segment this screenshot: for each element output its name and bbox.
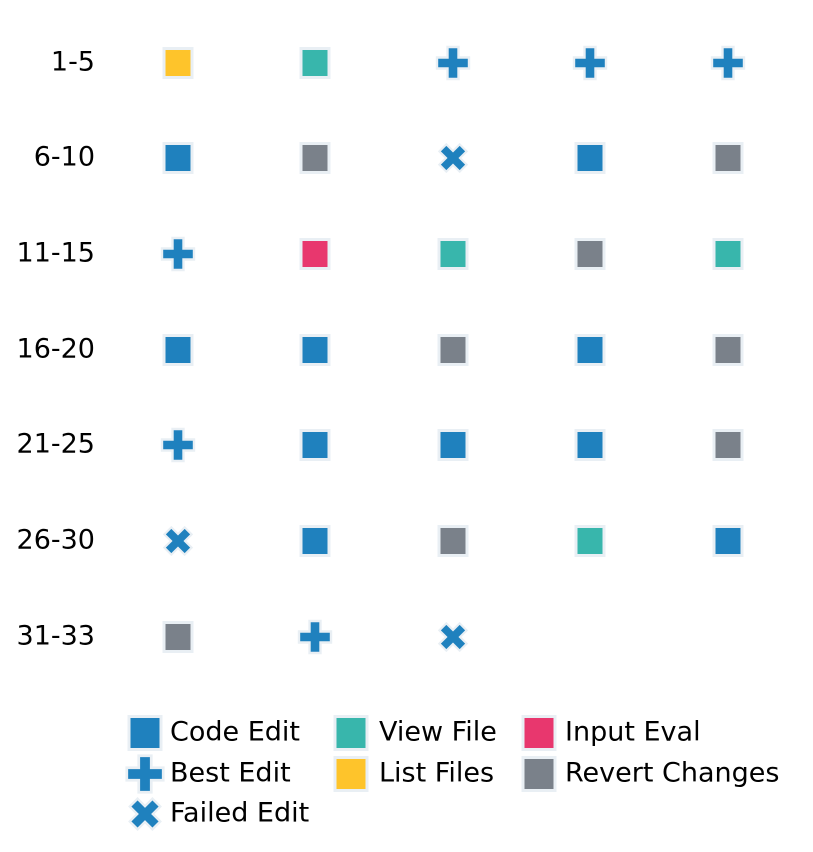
grid-marker-code_edit xyxy=(299,429,331,462)
row-label-1-5: 1-5 xyxy=(50,45,95,77)
grid-marker-failed_edit xyxy=(437,621,468,652)
grid-marker-view_file xyxy=(299,46,331,79)
legend-swatch-view_file xyxy=(333,715,369,751)
row-label-6-10: 6-10 xyxy=(33,141,95,173)
legend-label-failed_edit: Failed Edit xyxy=(170,797,310,829)
grid-marker-view_file xyxy=(712,237,744,270)
legend-swatch-code_edit xyxy=(127,715,162,751)
grid-marker-code_edit xyxy=(162,142,194,175)
grid-marker-code_edit xyxy=(299,333,331,366)
legend-swatch-revert_changes xyxy=(521,756,556,792)
grid-marker-code_edit xyxy=(574,333,606,366)
legend-label-input_eval: Input Eval xyxy=(565,716,701,748)
legend-swatch-list_files xyxy=(333,756,369,792)
grid-marker-code_edit xyxy=(299,525,331,557)
grid-marker-view_file xyxy=(574,525,606,557)
row-label-31-33: 31-33 xyxy=(16,620,95,652)
legend-label-view_file: View File xyxy=(379,716,497,748)
grid-marker-revert_changes xyxy=(437,333,469,366)
row-label-21-25: 21-25 xyxy=(16,428,95,460)
legend-swatch-best_edit xyxy=(124,754,165,794)
grid-marker-revert_changes xyxy=(712,333,744,366)
grid-marker-revert_changes xyxy=(299,142,331,175)
legend-label-code_edit: Code Edit xyxy=(170,716,300,748)
grid-marker-failed_edit xyxy=(437,143,468,174)
grid-marker-best_edit xyxy=(710,45,745,80)
grid-marker-code_edit xyxy=(162,333,194,366)
row-label-26-30: 26-30 xyxy=(16,524,95,556)
grid-marker-code_edit xyxy=(574,429,606,462)
grid-marker-code_edit xyxy=(437,429,469,462)
legend-label-list_files: List Files xyxy=(379,757,495,789)
legend-swatch-input_eval xyxy=(521,715,556,751)
row-label-16-20: 16-20 xyxy=(16,333,95,365)
legend-swatch-failed_edit xyxy=(127,797,162,831)
grid-marker-best_edit xyxy=(298,619,333,654)
grid-marker-revert_changes xyxy=(574,237,606,270)
grid-marker-code_edit xyxy=(574,142,606,175)
grid-marker-code_edit xyxy=(712,525,744,557)
grid-marker-list_files xyxy=(162,46,194,79)
legend-label-revert_changes: Revert Changes xyxy=(565,757,780,789)
grid-marker-best_edit xyxy=(160,236,196,272)
grid-marker-failed_edit xyxy=(162,525,194,557)
grid-marker-input_eval xyxy=(299,237,331,270)
grid-marker-revert_changes xyxy=(712,429,744,462)
grid-marker-best_edit xyxy=(572,45,608,80)
grid-marker-best_edit xyxy=(435,45,470,80)
grid-marker-revert_changes xyxy=(712,142,744,175)
row-label-11-15: 11-15 xyxy=(16,237,95,269)
grid-marker-best_edit xyxy=(160,428,196,463)
grid-marker-view_file xyxy=(437,237,469,270)
grid-marker-revert_changes xyxy=(437,525,469,557)
legend-label-best_edit: Best Edit xyxy=(170,757,291,789)
grid-marker-revert_changes xyxy=(162,620,194,653)
